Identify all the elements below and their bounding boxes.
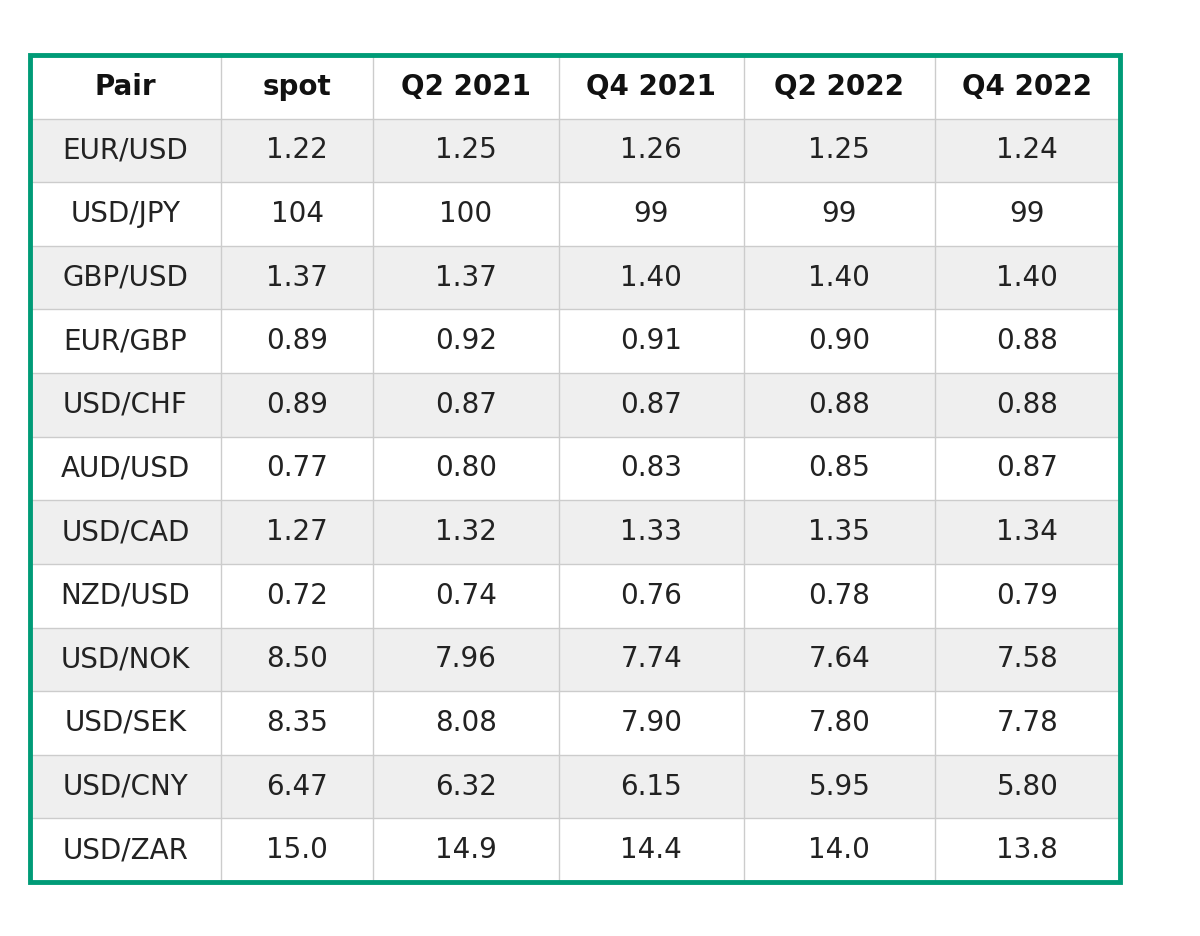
Text: 0.89: 0.89 [266, 391, 328, 419]
Bar [30, 627, 1120, 691]
Bar [30, 55, 1120, 119]
Text: 0.88: 0.88 [996, 391, 1058, 419]
Bar [30, 183, 1120, 246]
Bar [30, 563, 1120, 627]
Text: 15.0: 15.0 [266, 836, 328, 864]
Text: 99: 99 [822, 200, 857, 228]
Text: USD/CHF: USD/CHF [62, 391, 188, 419]
Text: 7.80: 7.80 [809, 709, 870, 737]
Text: 0.72: 0.72 [266, 582, 328, 609]
Text: 1.22: 1.22 [266, 137, 328, 165]
Bar [30, 691, 1120, 754]
Text: 0.88: 0.88 [809, 391, 870, 419]
Text: 1.25: 1.25 [809, 137, 870, 165]
Text: 0.87: 0.87 [996, 455, 1058, 482]
Text: 0.77: 0.77 [266, 455, 328, 482]
Text: 0.90: 0.90 [809, 328, 870, 356]
Text: 0.87: 0.87 [436, 391, 497, 419]
Text: USD/ZAR: USD/ZAR [62, 836, 188, 864]
Text: 0.87: 0.87 [620, 391, 683, 419]
Text: 0.91: 0.91 [620, 328, 683, 356]
Text: 1.40: 1.40 [620, 264, 683, 292]
Text: 99: 99 [634, 200, 670, 228]
Text: 7.96: 7.96 [436, 645, 497, 673]
Text: 100: 100 [439, 200, 492, 228]
Text: 1.25: 1.25 [436, 137, 497, 165]
Text: 14.4: 14.4 [620, 836, 682, 864]
Text: 1.32: 1.32 [436, 519, 497, 546]
Text: NZD/USD: NZD/USD [60, 582, 191, 609]
Text: USD/SEK: USD/SEK [65, 709, 186, 737]
Text: EUR/USD: EUR/USD [62, 137, 188, 165]
Text: GBP/USD: GBP/USD [62, 264, 188, 292]
Bar [30, 119, 1120, 183]
Text: USD/JPY: USD/JPY [71, 200, 180, 228]
Text: 5.95: 5.95 [809, 772, 870, 800]
Text: 1.34: 1.34 [996, 519, 1058, 546]
Text: USD/NOK: USD/NOK [61, 645, 190, 673]
Bar [30, 246, 1120, 310]
Text: 0.78: 0.78 [809, 582, 870, 609]
Text: Q4 2021: Q4 2021 [587, 73, 716, 101]
Text: 0.83: 0.83 [620, 455, 683, 482]
Text: 1.33: 1.33 [620, 519, 683, 546]
Text: 6.32: 6.32 [436, 772, 497, 800]
Text: 1.37: 1.37 [436, 264, 497, 292]
Text: 6.47: 6.47 [266, 772, 328, 800]
Text: 0.79: 0.79 [996, 582, 1058, 609]
Bar [30, 501, 1120, 563]
Text: Q4 2022: Q4 2022 [962, 73, 1092, 101]
Text: 104: 104 [270, 200, 324, 228]
Bar [30, 373, 1120, 437]
Bar [30, 55, 1120, 882]
Bar [30, 818, 1120, 882]
Text: Pair: Pair [95, 73, 156, 101]
Text: 0.85: 0.85 [809, 455, 870, 482]
Text: 0.92: 0.92 [436, 328, 497, 356]
Text: 8.50: 8.50 [266, 645, 328, 673]
Text: 14.9: 14.9 [436, 836, 497, 864]
Text: 0.76: 0.76 [620, 582, 683, 609]
Text: 0.89: 0.89 [266, 328, 328, 356]
Text: 7.78: 7.78 [996, 709, 1058, 737]
Text: 5.80: 5.80 [996, 772, 1058, 800]
Text: Q2 2021: Q2 2021 [401, 73, 530, 101]
Text: 13.8: 13.8 [996, 836, 1058, 864]
Text: 1.26: 1.26 [620, 137, 682, 165]
Text: 0.74: 0.74 [436, 582, 497, 609]
Bar [30, 310, 1120, 373]
Text: 0.88: 0.88 [996, 328, 1058, 356]
Text: EUR/GBP: EUR/GBP [64, 328, 187, 356]
Text: 7.64: 7.64 [809, 645, 870, 673]
Text: 14.0: 14.0 [809, 836, 870, 864]
Bar [30, 754, 1120, 818]
Text: 1.24: 1.24 [996, 137, 1058, 165]
Bar [30, 437, 1120, 501]
Text: 7.58: 7.58 [996, 645, 1058, 673]
Text: 99: 99 [1009, 200, 1045, 228]
Text: 1.27: 1.27 [266, 519, 328, 546]
Text: 1.37: 1.37 [266, 264, 328, 292]
Text: AUD/USD: AUD/USD [61, 455, 190, 482]
Text: 6.15: 6.15 [620, 772, 682, 800]
Text: spot: spot [263, 73, 331, 101]
Text: 1.35: 1.35 [809, 519, 870, 546]
Text: 7.90: 7.90 [620, 709, 683, 737]
Text: 1.40: 1.40 [809, 264, 870, 292]
Text: 1.40: 1.40 [996, 264, 1058, 292]
Text: Q2 2022: Q2 2022 [774, 73, 905, 101]
Text: 7.74: 7.74 [620, 645, 682, 673]
Text: 0.80: 0.80 [436, 455, 497, 482]
Text: 8.35: 8.35 [266, 709, 328, 737]
Text: USD/CAD: USD/CAD [61, 519, 190, 546]
Text: 8.08: 8.08 [436, 709, 497, 737]
Text: USD/CNY: USD/CNY [62, 772, 188, 800]
